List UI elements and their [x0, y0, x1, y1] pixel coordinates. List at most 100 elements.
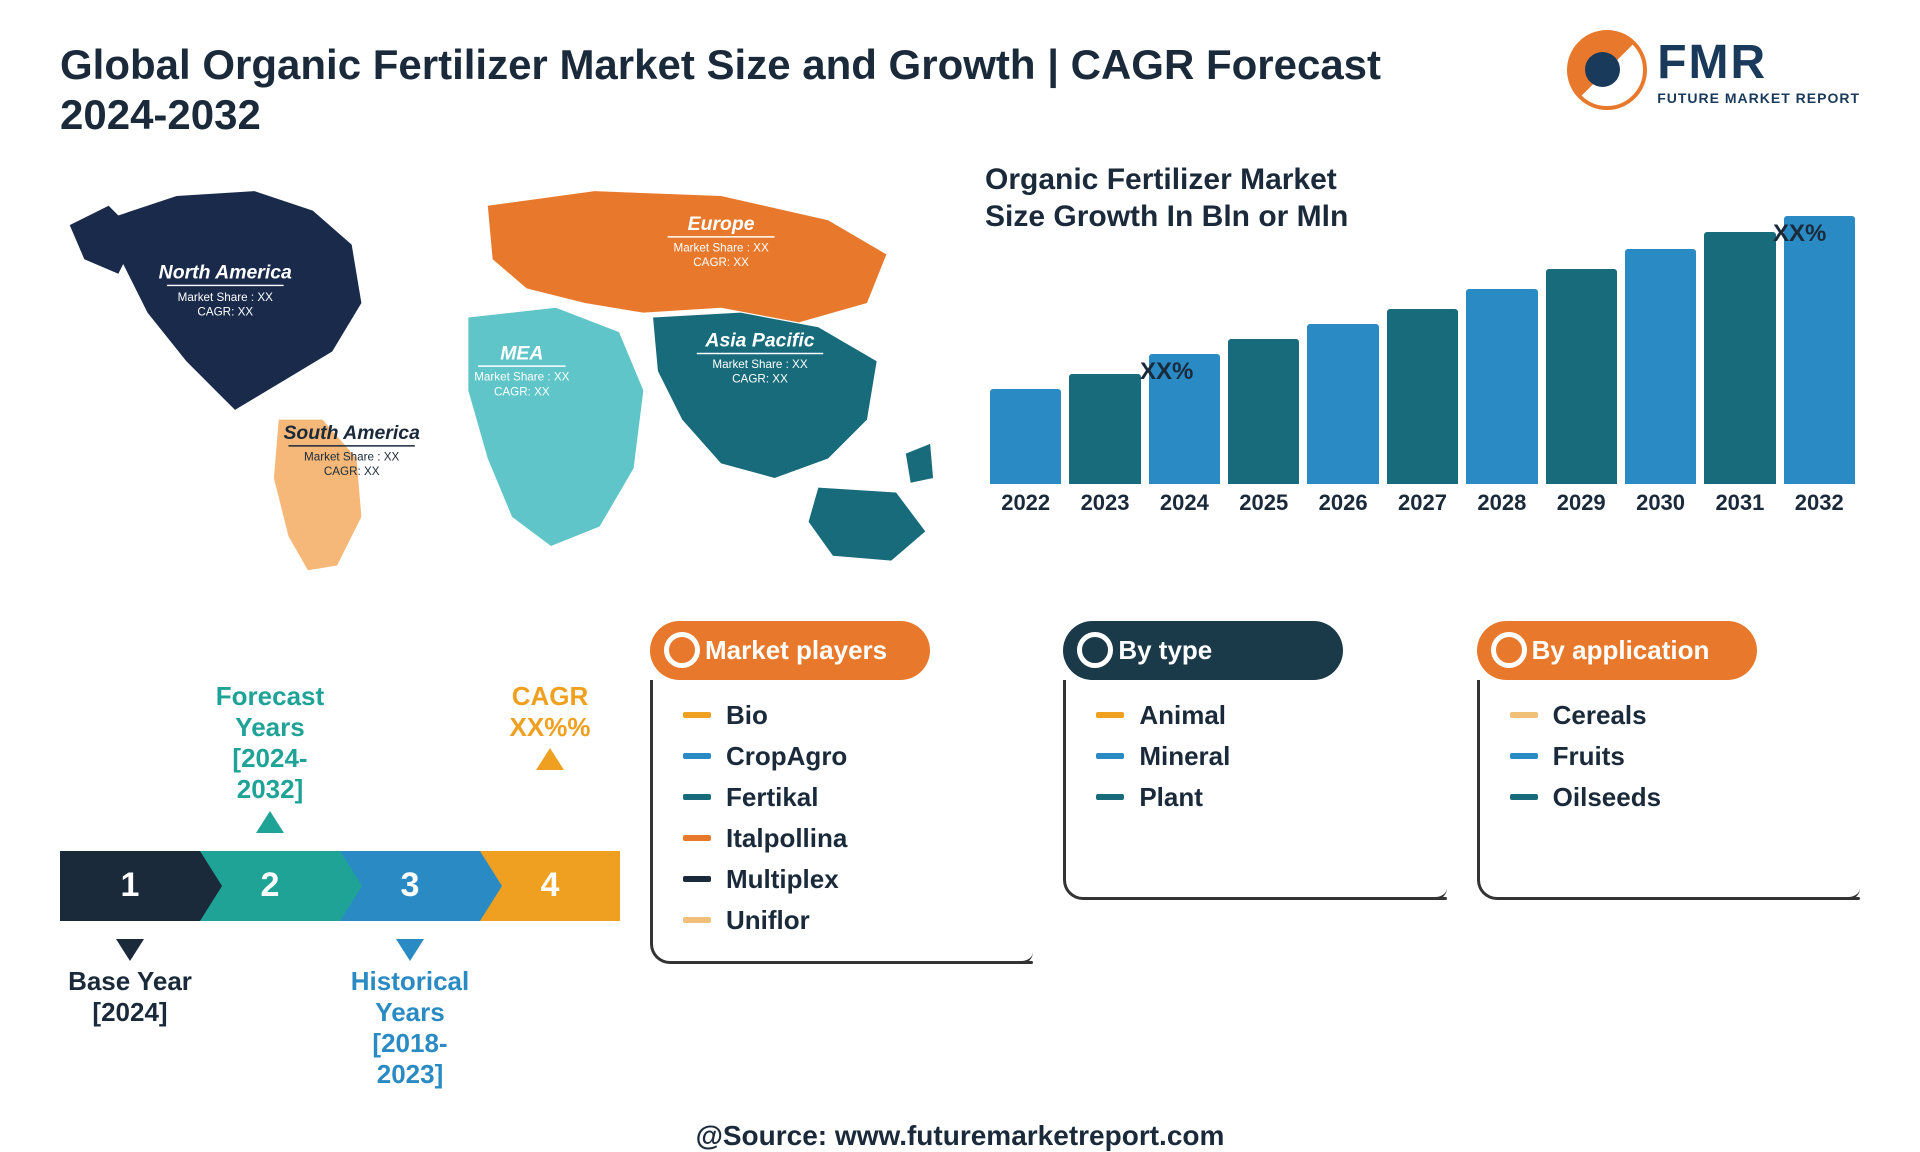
chart-annotation: XX% [1773, 220, 1826, 248]
market-player-item: CropAgro [683, 741, 1023, 772]
svg-text:CAGR: XX: CAGR: XX [197, 305, 253, 318]
bar-year-label: 2026 [1319, 490, 1368, 516]
bar-2031: 2031 [1704, 232, 1775, 516]
type-item-label: Animal [1139, 700, 1226, 731]
type-item: Mineral [1096, 741, 1436, 772]
svg-text:MEA: MEA [500, 342, 543, 364]
bullet-icon [683, 835, 711, 841]
chart-annotation: XX% [1140, 358, 1193, 386]
bar-fill [1784, 216, 1855, 484]
source-attribution: @Source: www.futuremarketreport.com [60, 1120, 1860, 1152]
type-item-label: Mineral [1139, 741, 1230, 772]
by-type-column: By type Animal Mineral Plant [1063, 621, 1446, 964]
market-player-item-label: CropAgro [726, 741, 847, 772]
logo-subtitle: FUTURE MARKET REPORT [1657, 90, 1860, 106]
bar-2032: 2032 [1784, 216, 1855, 516]
bar-fill [1387, 309, 1458, 484]
svg-text:Market Share : XX: Market Share : XX [178, 291, 273, 304]
bar-year-label: 2030 [1636, 490, 1685, 516]
region-mea [468, 308, 643, 546]
bullet-icon [683, 712, 711, 718]
type-item: Plant [1096, 782, 1436, 813]
application-item-label: Oilseeds [1553, 782, 1661, 813]
application-item-label: Cereals [1553, 700, 1647, 731]
bullet-icon [1510, 753, 1538, 759]
svg-text:South America: South America [283, 422, 420, 444]
type-item: Animal [1096, 700, 1436, 731]
market-player-item-label: Fertikal [726, 782, 819, 813]
type-item-label: Plant [1139, 782, 1203, 813]
bullet-icon [1096, 712, 1124, 718]
base-year-label: Base Year[2024] [60, 966, 200, 1028]
bar-year-label: 2029 [1557, 490, 1606, 516]
svg-text:CAGR: XX: CAGR: XX [732, 372, 788, 385]
bar-year-label: 2031 [1715, 490, 1764, 516]
bullet-icon [1510, 794, 1538, 800]
bar-2030: 2030 [1625, 249, 1696, 516]
region-europe [488, 191, 887, 322]
market-player-item: Bio [683, 700, 1023, 731]
market-players-column: Market players BioCropAgroFertikalItalpo… [650, 621, 1033, 964]
bullet-icon [683, 794, 711, 800]
bullet-icon [683, 753, 711, 759]
bar-year-label: 2024 [1160, 490, 1209, 516]
bar-fill [1466, 289, 1537, 484]
svg-text:Market Share : XX: Market Share : XX [673, 241, 768, 254]
market-player-item: Fertikal [683, 782, 1023, 813]
market-player-item-label: Multiplex [726, 864, 839, 895]
bullet-icon [1096, 794, 1124, 800]
bar-fill [1228, 339, 1299, 484]
bullet-icon [1096, 753, 1124, 759]
svg-text:North America: North America [159, 261, 292, 283]
bar-year-label: 2023 [1081, 490, 1130, 516]
historical-years-label: Historical Years[2018-2023] [340, 966, 480, 1091]
bullet-icon [1510, 712, 1538, 718]
svg-text:CAGR: XX: CAGR: XX [693, 256, 749, 269]
application-item-label: Fruits [1553, 741, 1625, 772]
svg-text:Market Share : XX: Market Share : XX [712, 358, 807, 371]
timeline-segment-1: 1 [60, 851, 200, 921]
application-item: Cereals [1510, 700, 1850, 731]
bar-year-label: 2022 [1001, 490, 1050, 516]
bar-2025: 2025 [1228, 339, 1299, 516]
by-type-header: By type [1063, 621, 1343, 680]
svg-text:Europe: Europe [688, 213, 755, 235]
bar-2026: 2026 [1307, 324, 1378, 516]
page-title: Global Organic Fertilizer Market Size an… [60, 40, 1460, 141]
market-player-item: Italpollina [683, 823, 1023, 854]
growth-chart: Organic Fertilizer Market Size Growth In… [955, 161, 1860, 581]
bar-year-label: 2028 [1477, 490, 1526, 516]
by-application-header: By application [1477, 621, 1757, 680]
svg-text:Market Share : XX: Market Share : XX [304, 450, 399, 463]
world-map: North America Market Share : XX CAGR: XX… [60, 161, 935, 581]
bar-fill [1069, 374, 1140, 484]
cagr-label: CAGRXX%% [480, 681, 620, 743]
bullet-icon [683, 876, 711, 882]
bar-2023: 2023 [1069, 374, 1140, 516]
svg-text:Asia Pacific: Asia Pacific [704, 329, 814, 351]
svg-text:CAGR: XX: CAGR: XX [324, 465, 380, 478]
bar-2028: 2028 [1466, 289, 1537, 516]
application-item: Oilseeds [1510, 782, 1850, 813]
bar-2022: 2022 [990, 389, 1061, 516]
forecast-years-label: Forecast Years[2024-2032] [200, 681, 340, 806]
bar-fill [1704, 232, 1775, 484]
logo-fmr: FMR [1657, 35, 1860, 90]
bullet-icon [683, 917, 711, 923]
bar-2027: 2027 [1387, 309, 1458, 516]
svg-text:CAGR: XX: CAGR: XX [494, 385, 550, 398]
market-player-item: Uniflor [683, 905, 1023, 936]
bar-year-label: 2027 [1398, 490, 1447, 516]
market-player-item-label: Bio [726, 700, 768, 731]
bar-year-label: 2032 [1795, 490, 1844, 516]
by-application-column: By application Cereals Fruits Oilseeds [1477, 621, 1860, 964]
market-player-item-label: Italpollina [726, 823, 847, 854]
logo: FMR FUTURE MARKET REPORT [1567, 30, 1860, 110]
market-player-item-label: Uniflor [726, 905, 810, 936]
bar-2029: 2029 [1546, 269, 1617, 516]
chart-title: Organic Fertilizer Market Size Growth In… [985, 161, 1405, 236]
svg-text:Market Share : XX: Market Share : XX [474, 371, 569, 384]
bar-fill [1546, 269, 1617, 484]
bar-fill [990, 389, 1061, 484]
market-player-item: Multiplex [683, 864, 1023, 895]
